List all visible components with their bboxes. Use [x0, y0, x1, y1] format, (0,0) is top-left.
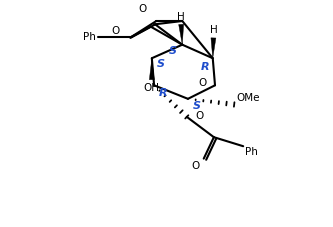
Text: OMe: OMe — [236, 93, 259, 103]
Text: H: H — [177, 12, 185, 22]
Text: S: S — [169, 46, 177, 56]
Text: R: R — [159, 88, 167, 98]
Text: Ph: Ph — [245, 147, 258, 157]
Text: Ph: Ph — [83, 32, 96, 42]
Text: S: S — [193, 101, 201, 111]
Text: O: O — [112, 26, 120, 36]
Text: S: S — [157, 59, 165, 69]
Text: O: O — [139, 4, 147, 14]
Polygon shape — [179, 24, 183, 45]
Polygon shape — [150, 58, 154, 80]
Text: H: H — [209, 25, 217, 35]
Text: O: O — [195, 111, 203, 121]
Text: O: O — [191, 161, 200, 171]
Text: O: O — [198, 78, 207, 88]
Text: OH: OH — [144, 83, 160, 93]
Text: R: R — [200, 62, 209, 72]
Polygon shape — [211, 38, 216, 58]
